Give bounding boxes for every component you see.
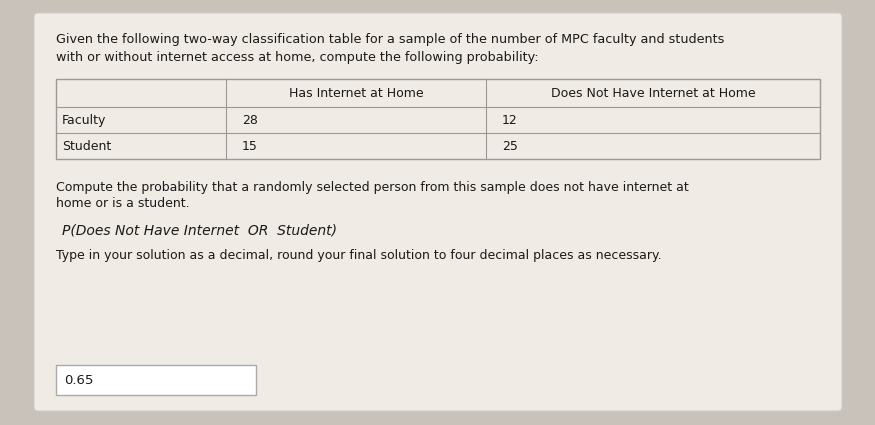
Text: 12: 12: [502, 113, 518, 127]
Text: Has Internet at Home: Has Internet at Home: [289, 87, 424, 99]
Bar: [56, 79, 820, 159]
FancyBboxPatch shape: [34, 13, 842, 411]
Text: Faculty: Faculty: [62, 113, 107, 127]
Text: Does Not Have Internet at Home: Does Not Have Internet at Home: [550, 87, 755, 99]
Text: with or without internet access at home, compute the following probability:: with or without internet access at home,…: [56, 51, 539, 64]
Text: P(Does Not Have Internet  OR  Student): P(Does Not Have Internet OR Student): [62, 223, 337, 237]
Text: Student: Student: [62, 139, 111, 153]
Text: Given the following two-way classification table for a sample of the number of M: Given the following two-way classificati…: [56, 33, 724, 46]
Text: home or is a student.: home or is a student.: [56, 197, 190, 210]
Text: 28: 28: [242, 113, 258, 127]
Bar: [56, 365, 256, 395]
Text: Type in your solution as a decimal, round your final solution to four decimal pl: Type in your solution as a decimal, roun…: [56, 249, 662, 262]
Text: 25: 25: [502, 139, 518, 153]
Text: 0.65: 0.65: [64, 374, 94, 386]
Text: 15: 15: [242, 139, 258, 153]
Text: Compute the probability that a randomly selected person from this sample does no: Compute the probability that a randomly …: [56, 181, 689, 194]
